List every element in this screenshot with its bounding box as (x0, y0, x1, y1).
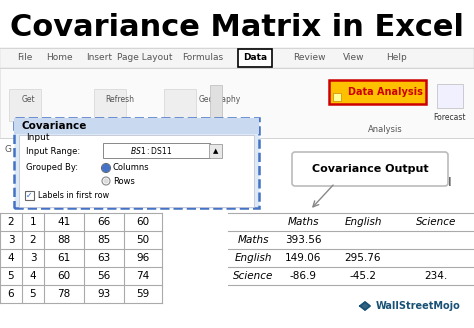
Text: 60: 60 (137, 217, 150, 227)
Circle shape (102, 165, 109, 172)
FancyBboxPatch shape (94, 89, 126, 121)
Text: 56: 56 (97, 271, 110, 281)
Text: Science: Science (233, 271, 273, 281)
Text: 78: 78 (57, 289, 71, 299)
FancyBboxPatch shape (0, 249, 162, 267)
Text: Covariance Output: Covariance Output (312, 164, 428, 174)
Text: Columns: Columns (113, 163, 150, 173)
FancyBboxPatch shape (164, 89, 196, 121)
FancyBboxPatch shape (14, 118, 259, 134)
FancyBboxPatch shape (14, 118, 259, 208)
Text: Geography: Geography (199, 95, 241, 105)
Text: -45.2: -45.2 (349, 271, 376, 281)
Text: Data Analysis: Data Analysis (347, 87, 422, 97)
Text: ▲: ▲ (213, 148, 219, 154)
Text: 74: 74 (137, 271, 150, 281)
Polygon shape (360, 302, 370, 310)
FancyBboxPatch shape (0, 231, 162, 249)
FancyBboxPatch shape (9, 89, 41, 121)
Text: 2: 2 (8, 217, 14, 227)
Text: Input Range:: Input Range: (26, 147, 80, 155)
Text: Labels in first row: Labels in first row (38, 191, 109, 200)
Text: 60: 60 (57, 271, 71, 281)
Text: 61: 61 (57, 253, 71, 263)
Text: 88: 88 (57, 235, 71, 245)
Text: English: English (344, 217, 382, 227)
Text: 2: 2 (30, 235, 36, 245)
Text: Formulas: Formulas (182, 53, 224, 63)
Text: 93: 93 (97, 289, 110, 299)
Text: 5: 5 (30, 289, 36, 299)
FancyBboxPatch shape (329, 80, 426, 104)
Text: I: I (448, 176, 452, 190)
Circle shape (104, 179, 108, 183)
FancyBboxPatch shape (103, 143, 210, 158)
Text: $BS1:$DS11: $BS1:$DS11 (130, 146, 172, 156)
Text: Insert: Insert (86, 53, 112, 63)
Text: 234.: 234. (424, 271, 447, 281)
Text: View: View (343, 53, 365, 63)
Text: ✓: ✓ (27, 191, 33, 200)
Text: 5: 5 (8, 271, 14, 281)
Text: Page Layout: Page Layout (117, 53, 173, 63)
Text: 149.06: 149.06 (285, 253, 321, 263)
FancyBboxPatch shape (0, 285, 162, 303)
Text: Covariance: Covariance (22, 121, 87, 131)
Text: Data: Data (243, 53, 267, 63)
Text: English: English (234, 253, 272, 263)
Text: 85: 85 (97, 235, 110, 245)
FancyBboxPatch shape (333, 93, 341, 101)
Text: 4: 4 (30, 271, 36, 281)
Text: -86.9: -86.9 (290, 271, 317, 281)
FancyBboxPatch shape (0, 48, 474, 68)
Text: 41: 41 (57, 217, 71, 227)
FancyBboxPatch shape (210, 85, 222, 125)
Text: WallStreetMojo: WallStreetMojo (376, 301, 461, 311)
Text: Get: Get (21, 95, 35, 105)
Text: Home: Home (46, 53, 73, 63)
FancyBboxPatch shape (437, 84, 463, 108)
FancyBboxPatch shape (292, 152, 448, 186)
Text: 96: 96 (137, 253, 150, 263)
Text: Analysis: Analysis (368, 126, 402, 134)
Text: Grouped By:: Grouped By: (26, 163, 78, 173)
FancyBboxPatch shape (0, 68, 474, 138)
Text: 393.56: 393.56 (285, 235, 321, 245)
Text: Rows: Rows (113, 176, 135, 186)
Text: 6: 6 (8, 289, 14, 299)
Text: Forecast: Forecast (434, 113, 466, 122)
FancyBboxPatch shape (0, 213, 162, 231)
Text: Refresh: Refresh (106, 95, 135, 105)
FancyBboxPatch shape (25, 191, 34, 200)
Text: 3: 3 (8, 235, 14, 245)
Text: 4: 4 (8, 253, 14, 263)
Text: Covariance Matrix in Excel: Covariance Matrix in Excel (10, 13, 464, 43)
Text: 50: 50 (137, 235, 150, 245)
Text: 66: 66 (97, 217, 110, 227)
FancyBboxPatch shape (210, 144, 222, 157)
Text: Help: Help (387, 53, 407, 63)
Text: 63: 63 (97, 253, 110, 263)
Text: Science: Science (416, 217, 456, 227)
FancyBboxPatch shape (19, 135, 254, 207)
Text: Maths: Maths (237, 235, 269, 245)
Text: File: File (18, 53, 33, 63)
Text: 295.76: 295.76 (345, 253, 381, 263)
Text: 59: 59 (137, 289, 150, 299)
Text: 1: 1 (30, 217, 36, 227)
FancyBboxPatch shape (238, 49, 272, 67)
Text: 3: 3 (30, 253, 36, 263)
Text: Maths: Maths (287, 217, 319, 227)
FancyBboxPatch shape (0, 267, 162, 285)
Text: Input: Input (26, 133, 49, 142)
Text: G: G (5, 146, 12, 154)
Text: Review: Review (293, 53, 325, 63)
